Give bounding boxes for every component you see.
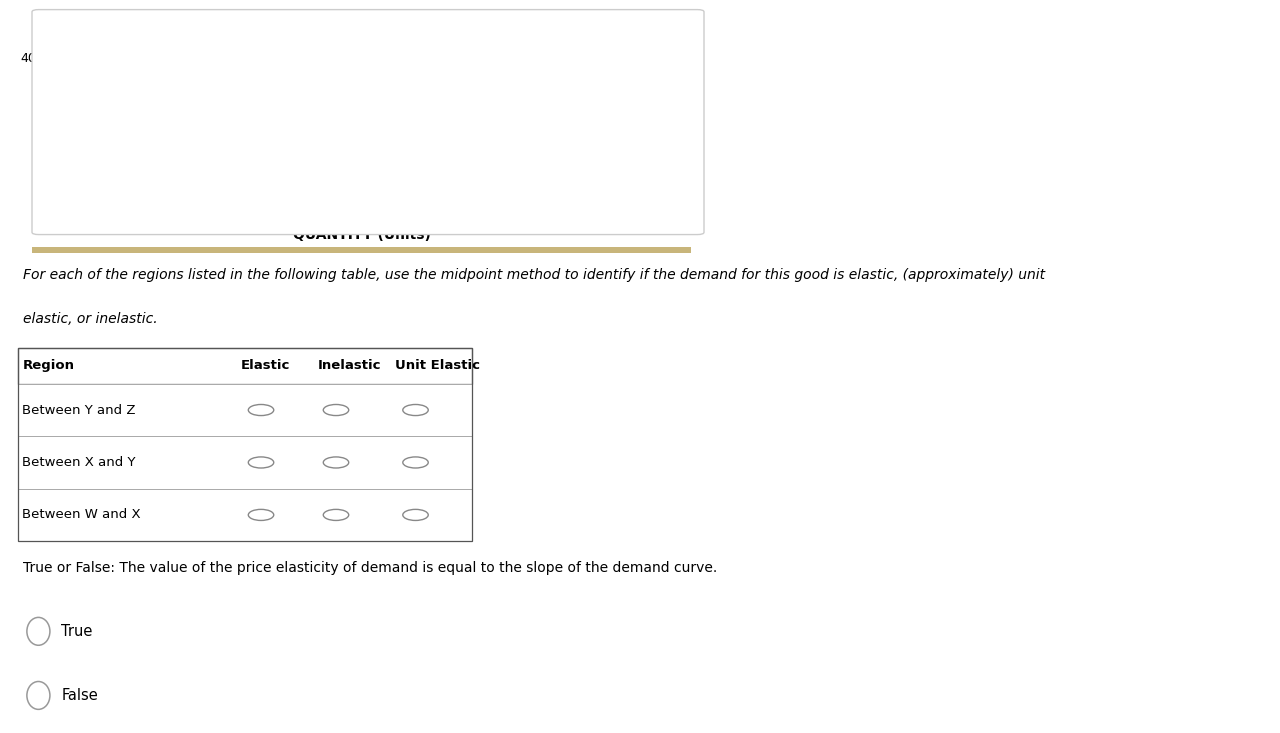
Bar — [18, 436, 472, 489]
Text: Unit Elastic: Unit Elastic — [396, 359, 480, 372]
Text: True or False: The value of the price elasticity of demand is equal to the slope: True or False: The value of the price el… — [23, 561, 717, 575]
FancyBboxPatch shape — [32, 10, 704, 235]
Text: Between Y and Z: Between Y and Z — [23, 404, 136, 416]
Text: Elastic: Elastic — [241, 359, 291, 372]
Text: Inelastic: Inelastic — [317, 359, 381, 372]
Text: Between X and Y: Between X and Y — [23, 456, 136, 469]
Text: elastic, or inelastic.: elastic, or inelastic. — [23, 312, 157, 326]
Text: Demand: Demand — [573, 93, 631, 106]
Text: Region: Region — [23, 359, 74, 372]
Text: False: False — [61, 688, 99, 703]
Text: For each of the regions listed in the following table, use the midpoint method t: For each of the regions listed in the fo… — [23, 268, 1046, 282]
Bar — [18, 489, 472, 541]
Text: True: True — [61, 624, 93, 639]
Bar — [18, 384, 472, 436]
X-axis label: QUANTITY (Units): QUANTITY (Units) — [293, 228, 430, 243]
Bar — [18, 348, 472, 384]
Text: Between W and X: Between W and X — [23, 509, 141, 521]
